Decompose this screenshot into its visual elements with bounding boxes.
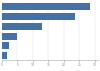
- Bar: [2, 52, 7, 59]
- Bar: [2, 23, 42, 30]
- Bar: [2, 42, 9, 49]
- Bar: [2, 13, 75, 20]
- Bar: [2, 3, 90, 11]
- Bar: [2, 33, 17, 40]
